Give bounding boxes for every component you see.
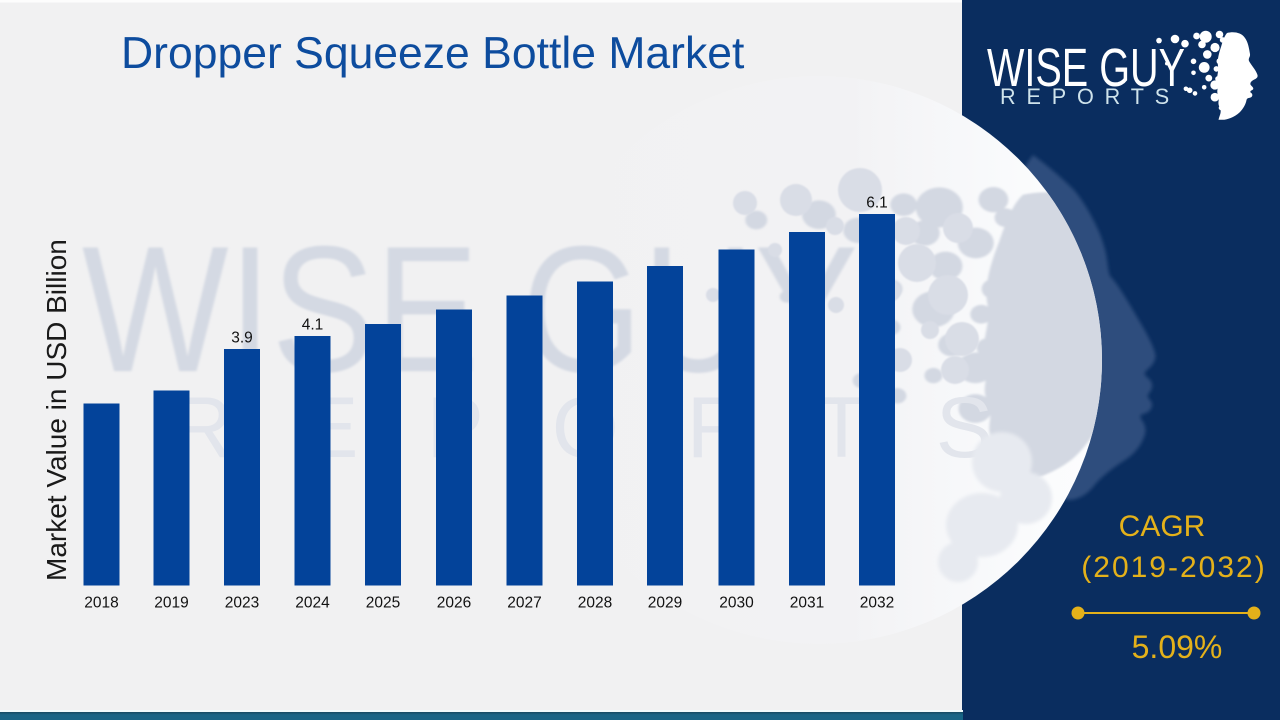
svg-text:(2019-2032): (2019-2032) [1081, 551, 1266, 584]
svg-text:2025: 2025 [366, 595, 400, 612]
svg-text:4.1: 4.1 [302, 317, 324, 334]
svg-text:2031: 2031 [790, 595, 824, 612]
svg-text:2023: 2023 [225, 595, 259, 612]
svg-text:3.9: 3.9 [231, 330, 253, 347]
svg-text:2032: 2032 [860, 595, 894, 612]
svg-text:2030: 2030 [719, 595, 754, 612]
svg-text:2024: 2024 [295, 595, 330, 612]
svg-text:2029: 2029 [648, 595, 682, 612]
svg-text:2027: 2027 [507, 595, 541, 612]
svg-text:CAGR: CAGR [1119, 510, 1206, 543]
svg-text:Market Value in USD Billion: Market Value in USD Billion [41, 239, 72, 581]
svg-text:2018: 2018 [84, 595, 118, 612]
svg-text:Dropper Squeeze Bottle Market: Dropper Squeeze Bottle Market [121, 29, 745, 78]
svg-text:REPORTS: REPORTS [1000, 84, 1180, 109]
svg-text:2019: 2019 [154, 595, 188, 612]
svg-text:6.1: 6.1 [866, 195, 888, 212]
svg-text:2028: 2028 [578, 595, 612, 612]
svg-text:2026: 2026 [437, 595, 471, 612]
svg-text:5.09%: 5.09% [1132, 629, 1223, 665]
svg-text:WISE GUY: WISE GUY [987, 38, 1185, 98]
